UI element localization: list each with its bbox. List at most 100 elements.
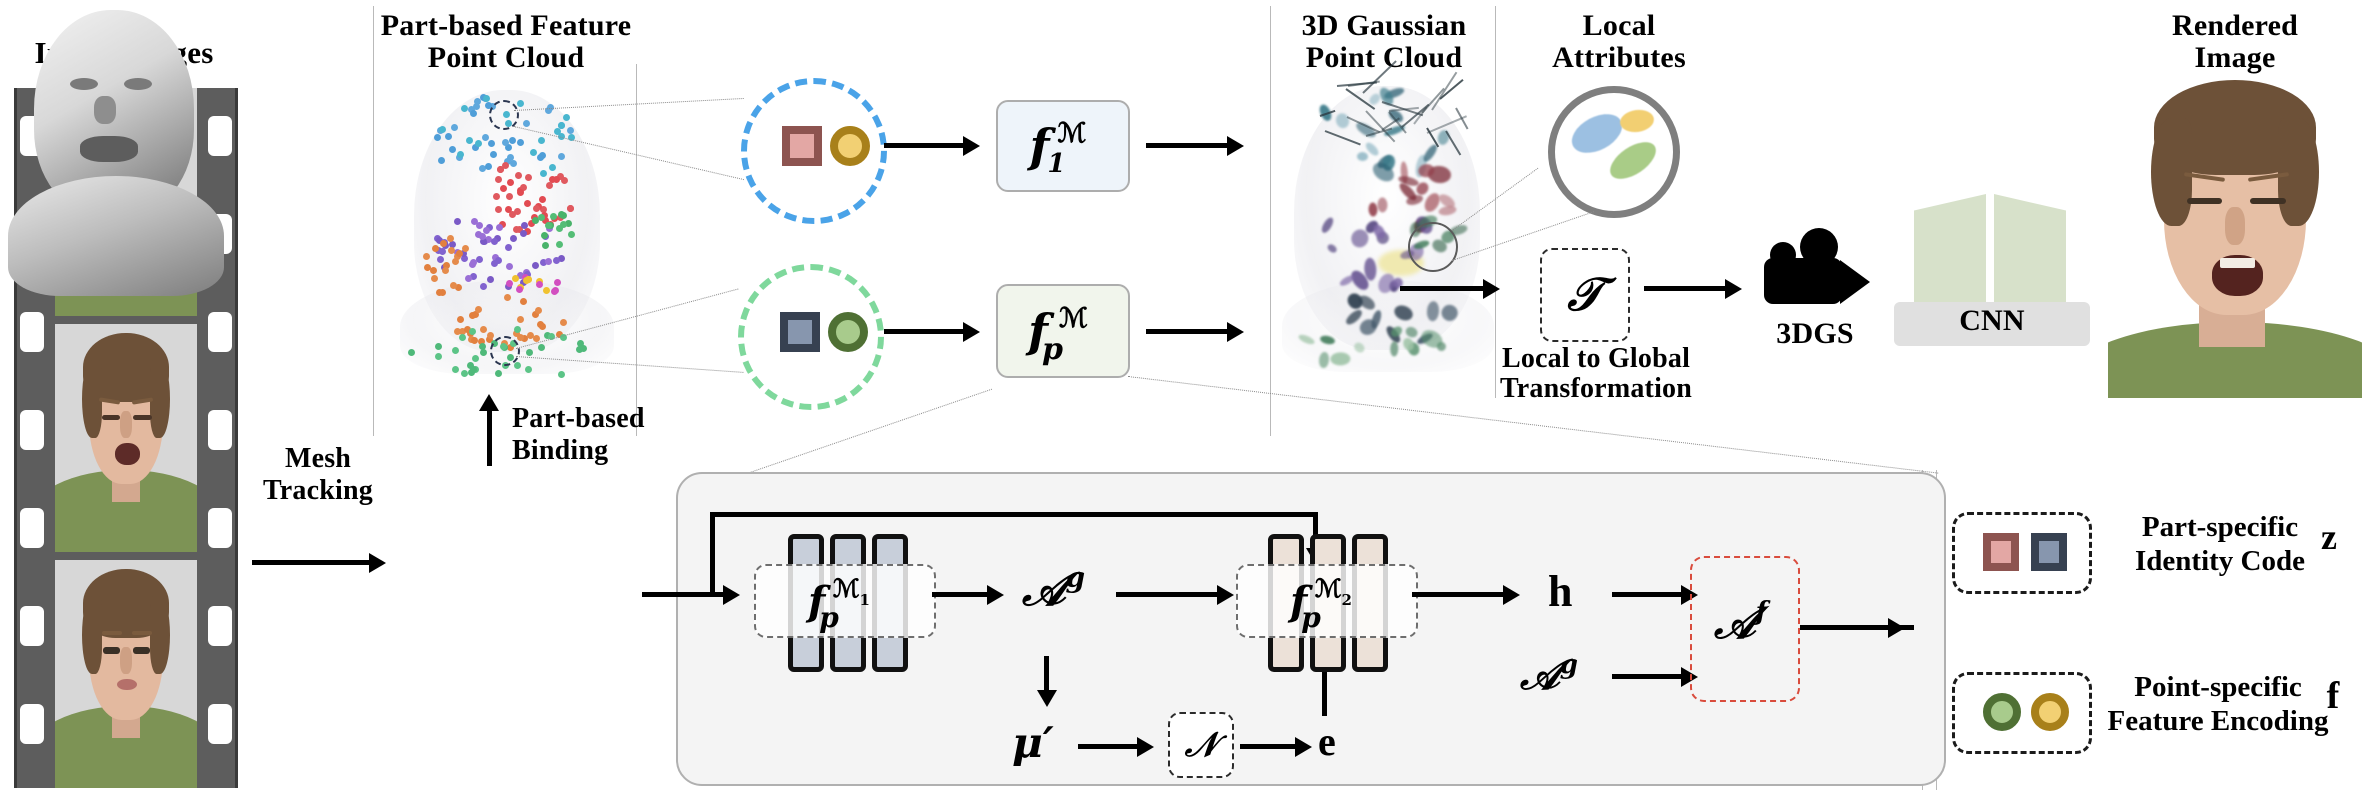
arrow-ag2-to-af-head: [1681, 667, 1698, 687]
global-attributes-symbol-2: 𝒜g: [1520, 650, 1578, 699]
feature-point: [482, 95, 490, 103]
feature-point: [539, 152, 547, 160]
mesh-tracking-label-line1: Mesh: [284, 443, 352, 474]
arrow-mu-to-decoder: [1078, 744, 1140, 749]
gaussian-point-cloud-title-line2: Point Cloud: [1305, 41, 1463, 74]
cnn-label: CNN: [1959, 304, 2025, 337]
feature-point: [544, 257, 552, 265]
feature-point: [449, 145, 457, 153]
feature-point: [546, 181, 553, 189]
decoder-symbol: 𝒩: [1184, 725, 1218, 765]
final-attributes-symbol: 𝒜f: [1714, 597, 1767, 649]
feature-point: [464, 274, 472, 282]
local-to-global-label-line1: Local to Global: [1501, 343, 1691, 374]
divider-2: [636, 64, 637, 436]
hidden-feature-symbol: h: [1548, 567, 1573, 616]
legend-swatch-circle-yellow: [2031, 693, 2069, 731]
arrow-mlp1-to-ag: [932, 592, 990, 597]
module-f1[interactable]: f1ℳ: [996, 100, 1130, 192]
feature-point: [423, 252, 431, 260]
feature-point: [447, 247, 455, 255]
feature-point: [510, 235, 518, 243]
expression-code-symbol: e: [1318, 719, 1336, 764]
feature-point: [567, 231, 575, 238]
feature-point: [501, 162, 509, 169]
mlp-block-1[interactable]: fpℳ1: [754, 534, 936, 672]
module-decoder[interactable]: 𝒩: [1168, 712, 1234, 778]
module-final-attributes[interactable]: 𝒜f: [1690, 556, 1800, 702]
feature-point: [554, 128, 562, 136]
arrow-mlp1-to-ag-head: [987, 585, 1004, 605]
feature-point: [537, 136, 545, 144]
feature-point: [527, 332, 535, 340]
mesh-tracking-label-line2: Tracking: [263, 475, 373, 506]
feature-point: [516, 225, 524, 233]
feature-point: [562, 113, 570, 121]
feature-point: [524, 199, 532, 207]
feature-point: [494, 176, 502, 183]
feature-point: [556, 173, 564, 181]
feature-point: [537, 213, 545, 221]
feature-point: [497, 166, 504, 174]
feature-point: [553, 256, 561, 264]
feature-point: [460, 250, 468, 258]
feature-point: [449, 240, 456, 248]
feature-point: [499, 185, 507, 192]
arrow-decoder-to-e: [1240, 744, 1298, 749]
feature-point: [438, 125, 446, 133]
feature-point: [580, 345, 587, 352]
module-local-to-global-transform[interactable]: 𝒯: [1540, 248, 1630, 342]
arrow-to-fp-head: [963, 322, 980, 342]
feature-point: [435, 343, 443, 351]
feature-point: [506, 263, 514, 271]
cnn-module[interactable]: [1914, 194, 2074, 312]
mlp2-label-band: fpℳ2: [1236, 564, 1418, 638]
cnn-right-trapezoid: [1994, 194, 2066, 312]
legend-swatch-square-red: [1983, 533, 2019, 571]
callout-swatch-circle-yellow: [830, 126, 870, 166]
feature-point: [504, 143, 512, 151]
arrow-part-based-binding-head: [479, 394, 499, 411]
input-frame-2: [55, 324, 197, 552]
feature-point: [488, 140, 496, 148]
arrow-e-to-mlp2: [1322, 668, 1327, 716]
attribute-ellipse-yellow: [1618, 107, 1656, 135]
feature-point: [529, 148, 537, 156]
feature-point: [506, 153, 514, 161]
feature-point: [440, 239, 448, 247]
feature-point: [485, 336, 493, 344]
module-fp[interactable]: fpℳ: [996, 284, 1130, 378]
feature-point: [567, 134, 575, 142]
feature-point: [559, 212, 567, 220]
tracked-mesh-head: [0, 0, 236, 310]
feature-point: [524, 275, 532, 283]
feature-point: [517, 99, 525, 107]
feature-point: [444, 132, 452, 140]
feature-point: [577, 339, 585, 347]
feature-point: [531, 217, 539, 224]
feature-point: [435, 246, 443, 254]
feature-point: [456, 316, 464, 324]
arrow-ag-to-mlp2: [1116, 592, 1220, 597]
arrow-ag-to-mu: [1044, 656, 1049, 694]
feature-point: [479, 326, 487, 334]
arrow-fp-to-gaussian-head: [1227, 322, 1244, 342]
feature-point: [487, 276, 495, 284]
arrow-h-to-af-head: [1681, 585, 1698, 605]
mlp2-label: fpℳ2: [1290, 573, 1352, 634]
arrow-mu-to-decoder-head: [1137, 737, 1154, 757]
feature-point: [567, 127, 574, 135]
feature-point: [441, 267, 449, 274]
arrow-mlp2-to-h: [1412, 592, 1506, 597]
feature-point: [527, 220, 535, 228]
skip-connection-vertical-right: [1313, 512, 1318, 554]
gaussian-cloud-sample-ring: [1408, 222, 1458, 272]
feature-point: [545, 221, 553, 229]
feature-point: [474, 305, 482, 313]
feature-point: [469, 366, 477, 373]
mlp-block-2[interactable]: fpℳ2: [1236, 534, 1418, 672]
feature-point: [560, 319, 567, 327]
gaussian-point-cloud-title-line1: 3D Gaussian: [1301, 9, 1467, 42]
mlp1-label-band: fpℳ1: [754, 564, 936, 638]
feature-point: [435, 353, 442, 361]
